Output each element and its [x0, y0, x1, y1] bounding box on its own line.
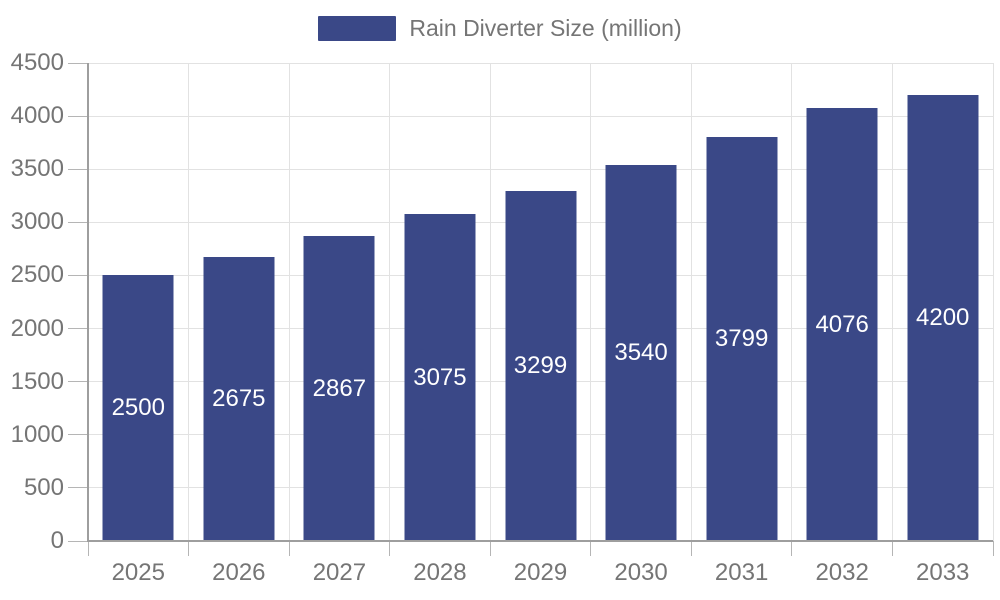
bar-2031: 3799	[706, 137, 778, 541]
gridline-vertical	[288, 63, 290, 541]
gridline-horizontal	[88, 115, 993, 117]
x-axis-tick-label: 2029	[513, 559, 568, 586]
y-axis-tick	[68, 274, 88, 276]
y-axis-tick	[68, 540, 88, 542]
bar-value-label: 3299	[513, 351, 568, 379]
bar-value-label: 2500	[111, 394, 165, 422]
y-axis-tick	[68, 168, 88, 170]
bar-value-label: 3540	[614, 339, 668, 366]
x-axis-tick-label: 2032	[815, 559, 869, 586]
bar-value-label: 2675	[212, 384, 266, 412]
legend-swatch	[318, 16, 397, 41]
y-axis-tick-label: 1000	[10, 420, 64, 448]
y-axis-tick-label: 2500	[10, 261, 64, 289]
x-axis-line	[87, 540, 993, 542]
gridline-vertical	[389, 63, 391, 541]
y-axis-tick	[68, 221, 88, 223]
gridline-vertical	[188, 63, 190, 541]
x-axis-tick-label: 2025	[111, 559, 165, 586]
gridline-horizontal	[88, 168, 993, 170]
bar-value-label: 4200	[916, 303, 970, 331]
gridline-vertical	[489, 63, 491, 541]
x-axis-tick-label: 2031	[714, 559, 769, 586]
y-axis-tick-label: 1500	[10, 367, 64, 395]
x-axis-tick	[690, 541, 692, 556]
bar-2029: 3299	[505, 190, 576, 541]
y-axis-tick	[68, 487, 88, 489]
bar-2030: 3540	[605, 164, 677, 541]
bar-2032: 4076	[806, 108, 878, 541]
x-axis-tick	[87, 541, 89, 556]
bar-value-label: 3075	[413, 363, 467, 391]
y-axis-tick	[68, 62, 88, 64]
x-axis-tick-label: 2033	[916, 559, 970, 586]
gridline-vertical	[791, 63, 793, 541]
y-axis-tick	[68, 381, 88, 383]
bar-2025: 2500	[102, 275, 174, 541]
y-axis-tick-label: 4500	[10, 49, 64, 76]
gridline-vertical	[891, 63, 893, 541]
y-axis-tick-label: 500	[23, 473, 64, 501]
y-axis-tick	[68, 434, 88, 436]
y-axis-tick-label: 3000	[10, 208, 64, 236]
y-axis-tick-label: 0	[50, 527, 64, 554]
x-axis-tick-label: 2028	[413, 559, 467, 586]
y-axis-tick	[68, 328, 88, 330]
bar-2027: 2867	[303, 236, 375, 541]
gridline-vertical	[690, 63, 692, 541]
plot-area: 0 500 1000 1500 2000 2500 3000 3500 4000 4500 2500…	[11, 51, 994, 585]
x-axis-tick	[489, 541, 491, 556]
x-axis-tick	[590, 541, 592, 556]
x-axis-tick	[389, 541, 391, 556]
bar-value-label: 3799	[714, 325, 769, 353]
x-axis-tick	[288, 541, 290, 556]
chart-legend[interactable]: Rain Diverter Size (million)	[0, 16, 1000, 41]
gridline-horizontal	[88, 62, 993, 64]
x-axis-tick	[791, 541, 793, 556]
bar-value-label: 4076	[815, 310, 869, 338]
y-axis-tick-label: 2000	[10, 314, 64, 342]
x-axis-tick	[188, 541, 190, 556]
bar-2026: 2675	[203, 256, 275, 541]
y-axis-tick	[68, 115, 88, 117]
bar-value-label: 2867	[312, 374, 367, 402]
gridline-vertical	[590, 63, 592, 541]
y-axis-tick-label: 3500	[10, 155, 64, 183]
x-axis-tick-label: 2027	[312, 559, 367, 586]
x-axis-tick	[992, 541, 994, 556]
bar-2033: 4200	[907, 94, 979, 541]
y-axis-line	[87, 63, 89, 541]
x-axis-tick-label: 2030	[614, 559, 668, 586]
x-axis-tick	[891, 541, 893, 556]
legend-label: Rain Diverter Size (million)	[409, 15, 682, 41]
gridline-vertical	[992, 63, 994, 541]
bar-2028: 3075	[404, 214, 476, 541]
y-axis-tick-label: 4000	[10, 102, 64, 130]
x-axis-tick-label: 2026	[212, 559, 266, 586]
